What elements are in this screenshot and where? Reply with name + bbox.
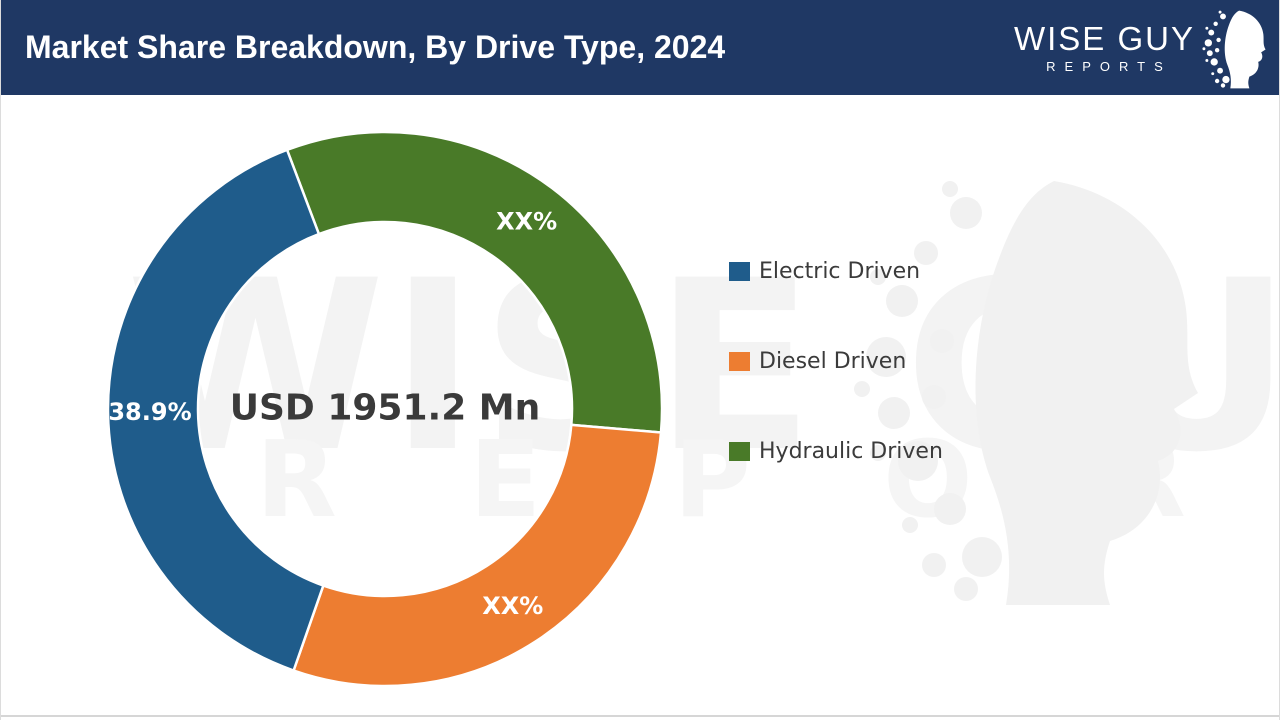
- legend-item-electric: Electric Driven: [729, 256, 943, 286]
- logo-wiseguy-label: WISE GUY: [1013, 20, 1195, 57]
- slice-label-diesel-driven: XX%: [482, 592, 543, 620]
- legend-item-diesel: Diesel Driven: [729, 346, 943, 376]
- wiseguy-logo-text: WISE GUY REPORTS: [1013, 20, 1195, 75]
- footer-divider: [1, 715, 1279, 717]
- legend-swatch-hydraulic: [729, 441, 750, 461]
- legend-label-electric: Electric Driven: [759, 258, 921, 284]
- page-title: Market Share Breakdown, By Drive Type, 2…: [25, 29, 726, 65]
- legend-swatch-diesel: [729, 351, 750, 371]
- legend-item-hydraulic: Hydraulic Driven: [729, 436, 943, 466]
- slice-label-electric-driven: 38.9%: [108, 398, 191, 426]
- wiseguy-head-icon: [1202, 10, 1266, 89]
- slice-electric-driven: [106, 148, 325, 672]
- wiseguy-logo: WISE GUY REPORTS: [1014, 4, 1267, 92]
- legend-label-hydraulic: Hydraulic Driven: [759, 438, 943, 464]
- slice-label-hydraulic-driven: XX%: [496, 208, 557, 236]
- chart-center-value: USD 1951.2 Mn: [229, 387, 541, 429]
- logo-reports-label: REPORTS: [1046, 59, 1172, 74]
- watermark-head-icon: [854, 181, 1198, 605]
- header-bar: Market Share Breakdown, By Drive Type, 2…: [1, 0, 1279, 95]
- chart-legend: Electric Driven Diesel Driven Hydraulic …: [729, 256, 943, 526]
- legend-label-diesel: Diesel Driven: [759, 348, 907, 374]
- legend-swatch-electric: [729, 261, 750, 281]
- slice-hydraulic-driven: [285, 130, 664, 434]
- slice-diesel-driven: [292, 423, 663, 688]
